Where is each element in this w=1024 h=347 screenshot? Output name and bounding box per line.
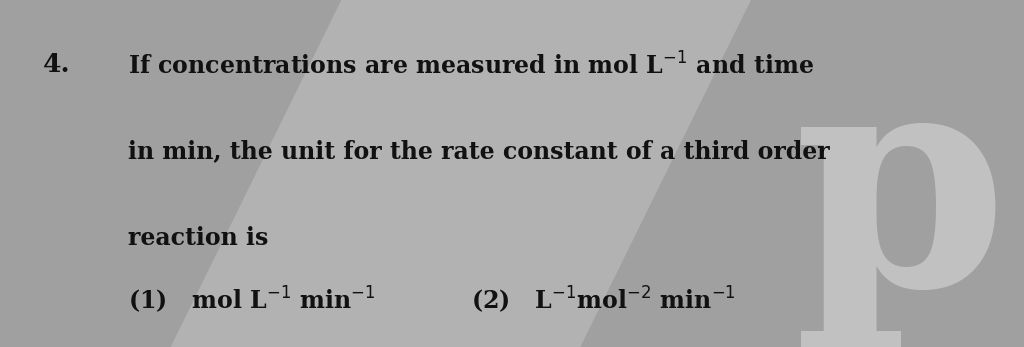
Polygon shape: [154, 0, 768, 347]
Text: If concentrations are measured in mol L$^{-1}$ and time: If concentrations are measured in mol L$…: [128, 52, 814, 79]
Text: reaction is: reaction is: [128, 226, 268, 249]
Text: 4.: 4.: [43, 52, 71, 77]
Text: (2)   L$^{-1}$mol$^{-2}$ min$^{-1}$: (2) L$^{-1}$mol$^{-2}$ min$^{-1}$: [471, 285, 736, 315]
Text: p: p: [795, 53, 1008, 347]
Text: (1)   mol L$^{-1}$ min$^{-1}$: (1) mol L$^{-1}$ min$^{-1}$: [128, 285, 376, 315]
Text: in min, the unit for the rate constant of a third order: in min, the unit for the rate constant o…: [128, 139, 829, 163]
